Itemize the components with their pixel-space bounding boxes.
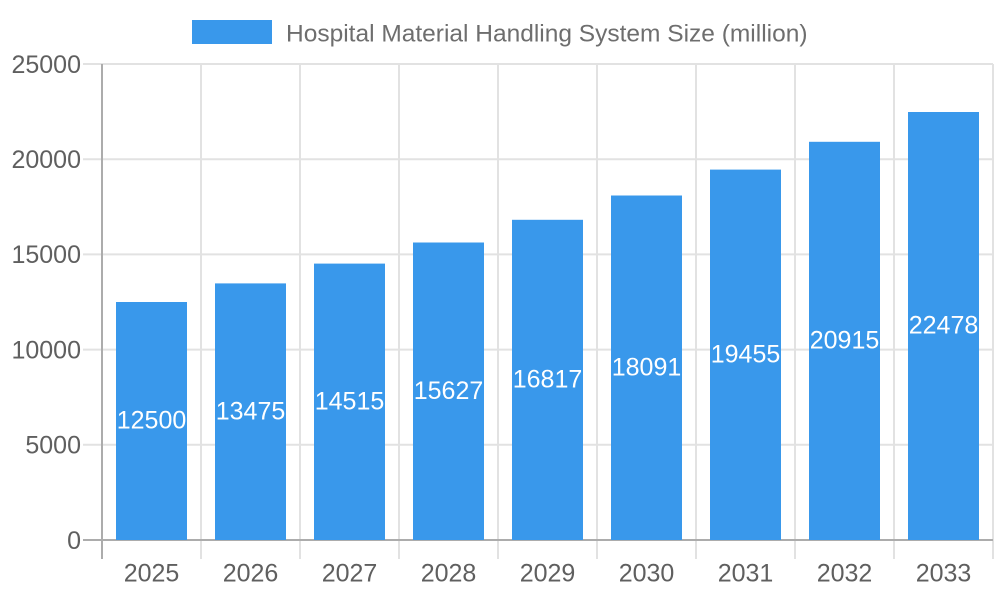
svg-text:0: 0	[67, 527, 81, 555]
svg-text:2029: 2029	[520, 560, 576, 588]
svg-text:25000: 25000	[11, 51, 81, 79]
svg-text:22478: 22478	[909, 312, 979, 340]
svg-text:2031: 2031	[718, 560, 774, 588]
svg-text:14515: 14515	[315, 388, 385, 416]
svg-text:16817: 16817	[513, 366, 583, 394]
svg-text:2025: 2025	[124, 560, 180, 588]
svg-text:2030: 2030	[619, 560, 675, 588]
svg-text:2027: 2027	[322, 560, 378, 588]
svg-text:20915: 20915	[810, 327, 880, 355]
svg-text:2026: 2026	[223, 560, 279, 588]
svg-text:5000: 5000	[25, 432, 81, 460]
svg-text:12500: 12500	[117, 407, 187, 435]
svg-text:18091: 18091	[612, 354, 682, 382]
svg-text:2033: 2033	[916, 560, 972, 588]
svg-text:Hospital Material Handling Sys: Hospital Material Handling System Size (…	[286, 20, 808, 47]
svg-text:15000: 15000	[11, 241, 81, 269]
svg-text:13475: 13475	[216, 397, 286, 425]
svg-text:15627: 15627	[414, 377, 484, 405]
svg-text:19455: 19455	[711, 341, 781, 369]
svg-text:2032: 2032	[817, 560, 873, 588]
svg-text:20000: 20000	[11, 146, 81, 174]
svg-text:2028: 2028	[421, 560, 477, 588]
svg-text:10000: 10000	[11, 336, 81, 364]
